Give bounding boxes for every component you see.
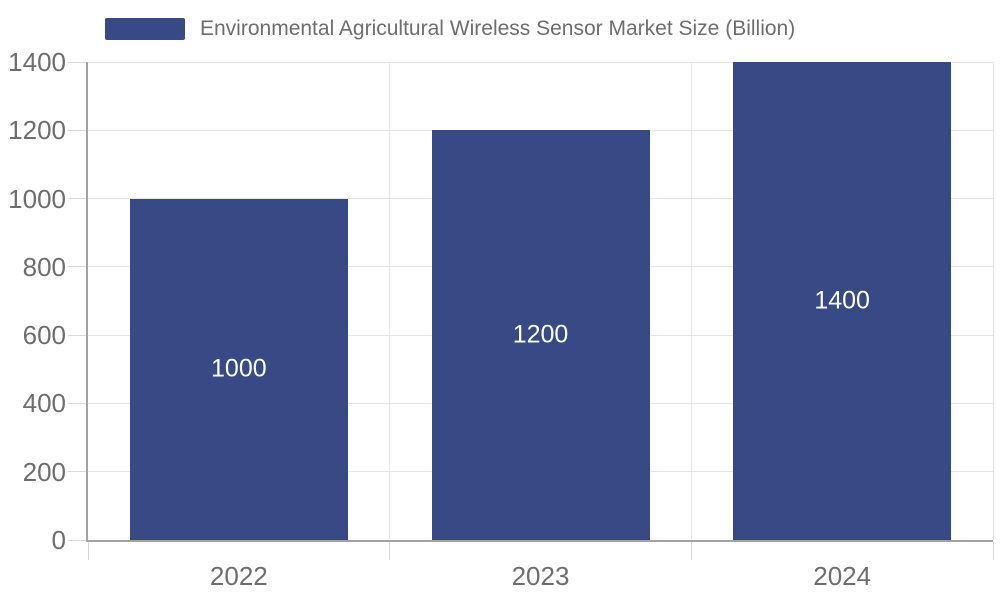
y-axis-tick bbox=[68, 266, 86, 268]
x-tick-label: 2024 bbox=[813, 561, 872, 591]
y-tick-label: 600 bbox=[22, 320, 66, 351]
vertical-gridline bbox=[992, 62, 994, 540]
y-axis-tick bbox=[68, 539, 86, 541]
bar-value-label: 1200 bbox=[512, 320, 569, 349]
x-axis-tick bbox=[87, 542, 89, 560]
y-tick-label: 800 bbox=[22, 251, 66, 282]
y-tick-label: 1400 bbox=[8, 47, 66, 77]
legend-swatch bbox=[105, 18, 185, 40]
x-tick-label: 2022 bbox=[209, 561, 268, 591]
y-tick-label: 0 bbox=[51, 525, 66, 555]
bar[interactable]: 1400 bbox=[733, 62, 952, 540]
x-axis-tick bbox=[992, 542, 994, 560]
y-tick-label: 1000 bbox=[8, 183, 66, 214]
x-axis-tick bbox=[389, 542, 391, 560]
y-axis-tick bbox=[68, 334, 86, 336]
y-tick-label: 400 bbox=[22, 388, 66, 419]
horizontal-gridline bbox=[88, 61, 993, 63]
bar[interactable]: 1200 bbox=[431, 130, 650, 540]
y-axis-tick bbox=[68, 402, 86, 404]
bar[interactable]: 1000 bbox=[129, 198, 348, 540]
y-tick-label: 200 bbox=[22, 456, 66, 487]
y-axis-tick bbox=[68, 198, 86, 200]
y-axis-tick bbox=[68, 61, 86, 63]
horizontal-gridline bbox=[88, 129, 993, 131]
plot-area: 0 200 400 600 800 1000 1200 1400 1000 2022 1200 202… bbox=[8, 49, 994, 591]
y-axis-tick bbox=[68, 471, 86, 473]
vertical-gridline bbox=[389, 62, 391, 540]
legend-label: Environmental Agricultural Wireless Sens… bbox=[200, 17, 796, 40]
bar-value-label: 1400 bbox=[814, 286, 870, 315]
legend-item[interactable]: Environmental Agricultural Wireless Sens… bbox=[105, 18, 795, 40]
y-axis-tick bbox=[68, 129, 86, 131]
y-tick-label: 1200 bbox=[8, 115, 66, 146]
vertical-gridline bbox=[690, 62, 692, 540]
bar-value-label: 1000 bbox=[211, 354, 267, 383]
x-axis-tick bbox=[690, 542, 692, 560]
x-tick-label: 2023 bbox=[511, 561, 570, 591]
